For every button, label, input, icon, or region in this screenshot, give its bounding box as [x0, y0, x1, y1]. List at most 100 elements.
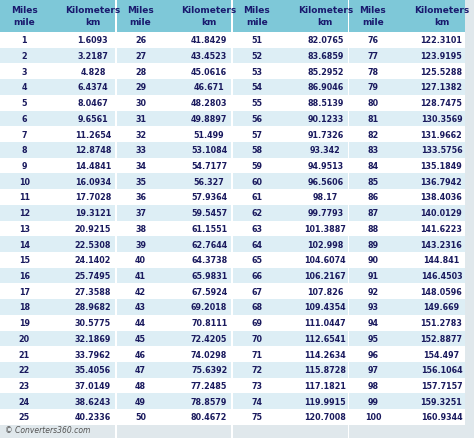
- Text: 91: 91: [367, 272, 378, 280]
- Text: 79: 79: [367, 83, 378, 92]
- Text: 157.7157: 157.7157: [421, 381, 462, 390]
- Bar: [0, 252, 116, 268]
- Text: 82: 82: [367, 130, 379, 139]
- Bar: [116, 174, 232, 190]
- Text: 90.1233: 90.1233: [307, 115, 344, 124]
- Text: 4.828: 4.828: [80, 67, 106, 77]
- Text: 96.5606: 96.5606: [307, 177, 343, 186]
- Text: 17: 17: [19, 287, 30, 296]
- Text: 11: 11: [19, 193, 30, 202]
- Text: 56: 56: [251, 115, 262, 124]
- Text: © Converters360.com: © Converters360.com: [5, 425, 90, 434]
- Text: 34: 34: [135, 162, 146, 171]
- Bar: [0, 300, 116, 315]
- Text: 117.1821: 117.1821: [304, 381, 346, 390]
- Text: 131.9662: 131.9662: [420, 130, 462, 139]
- Text: 138.4036: 138.4036: [420, 193, 462, 202]
- Text: 40: 40: [135, 256, 146, 265]
- Text: 75.6392: 75.6392: [191, 365, 227, 374]
- Bar: [0, 127, 116, 143]
- Text: 17.7028: 17.7028: [75, 193, 111, 202]
- Bar: [348, 378, 465, 393]
- Text: 29: 29: [135, 83, 146, 92]
- Text: 68: 68: [251, 303, 262, 312]
- Text: 149.669: 149.669: [423, 303, 460, 312]
- Text: 12: 12: [19, 208, 30, 218]
- Text: 67: 67: [251, 287, 262, 296]
- Text: 43: 43: [135, 303, 146, 312]
- Text: 26: 26: [135, 36, 146, 45]
- Bar: [232, 300, 348, 315]
- Bar: [116, 143, 232, 158]
- Bar: [232, 331, 348, 346]
- Text: 42: 42: [135, 287, 146, 296]
- Text: 119.9915: 119.9915: [304, 397, 346, 406]
- Bar: [232, 362, 348, 378]
- Text: 148.0596: 148.0596: [420, 287, 462, 296]
- Text: Miles
mile: Miles mile: [360, 7, 386, 26]
- Bar: [348, 0, 465, 33]
- Text: 13: 13: [19, 224, 30, 233]
- Text: 25: 25: [19, 413, 30, 421]
- Text: 3.2187: 3.2187: [78, 52, 109, 61]
- Bar: [348, 315, 465, 331]
- Text: 106.2167: 106.2167: [304, 272, 346, 280]
- Text: 22.5308: 22.5308: [75, 240, 111, 249]
- Bar: [232, 33, 348, 49]
- Text: 140.0129: 140.0129: [420, 208, 462, 218]
- Text: 159.3251: 159.3251: [420, 397, 462, 406]
- Text: 19: 19: [19, 318, 30, 328]
- Text: 53: 53: [251, 67, 262, 77]
- Text: 89: 89: [367, 240, 379, 249]
- Text: 88: 88: [367, 224, 379, 233]
- Text: 53.1084: 53.1084: [191, 146, 227, 155]
- Text: 55: 55: [251, 99, 262, 108]
- Text: 31: 31: [135, 115, 146, 124]
- Bar: [348, 237, 465, 252]
- Text: 64: 64: [251, 240, 262, 249]
- Bar: [348, 111, 465, 127]
- Text: 20.9215: 20.9215: [75, 224, 111, 233]
- Text: 72: 72: [251, 365, 262, 374]
- Bar: [116, 409, 232, 425]
- Bar: [348, 346, 465, 362]
- Text: 16.0934: 16.0934: [75, 177, 111, 186]
- Text: 154.497: 154.497: [423, 350, 460, 359]
- Bar: [232, 409, 348, 425]
- Bar: [0, 409, 116, 425]
- Text: 47: 47: [135, 365, 146, 374]
- Text: 12.8748: 12.8748: [75, 146, 111, 155]
- Text: 51.499: 51.499: [194, 130, 225, 139]
- Text: 80.4672: 80.4672: [191, 413, 228, 421]
- Bar: [0, 362, 116, 378]
- Text: 37: 37: [135, 208, 146, 218]
- Bar: [0, 111, 116, 127]
- Text: 20: 20: [19, 334, 30, 343]
- Bar: [0, 174, 116, 190]
- Text: 30: 30: [135, 99, 146, 108]
- Text: 32: 32: [135, 130, 146, 139]
- Bar: [116, 362, 232, 378]
- Bar: [116, 33, 232, 49]
- Bar: [116, 190, 232, 205]
- Bar: [116, 237, 232, 252]
- Text: 19.3121: 19.3121: [75, 208, 111, 218]
- Bar: [116, 315, 232, 331]
- Text: 44: 44: [135, 318, 146, 328]
- Text: 33.7962: 33.7962: [75, 350, 111, 359]
- Text: 35: 35: [135, 177, 146, 186]
- Text: 101.3887: 101.3887: [304, 224, 346, 233]
- Text: 73: 73: [251, 381, 262, 390]
- Bar: [115, 0, 117, 438]
- Text: 95: 95: [367, 334, 378, 343]
- Text: 25.7495: 25.7495: [75, 272, 111, 280]
- Text: 143.2316: 143.2316: [420, 240, 462, 249]
- Bar: [232, 284, 348, 300]
- Text: 10: 10: [19, 177, 30, 186]
- Text: 127.1382: 127.1382: [420, 83, 463, 92]
- Text: 62: 62: [251, 208, 262, 218]
- Bar: [232, 393, 348, 409]
- Text: 4: 4: [22, 83, 27, 92]
- Bar: [232, 205, 348, 221]
- Text: 33: 33: [135, 146, 146, 155]
